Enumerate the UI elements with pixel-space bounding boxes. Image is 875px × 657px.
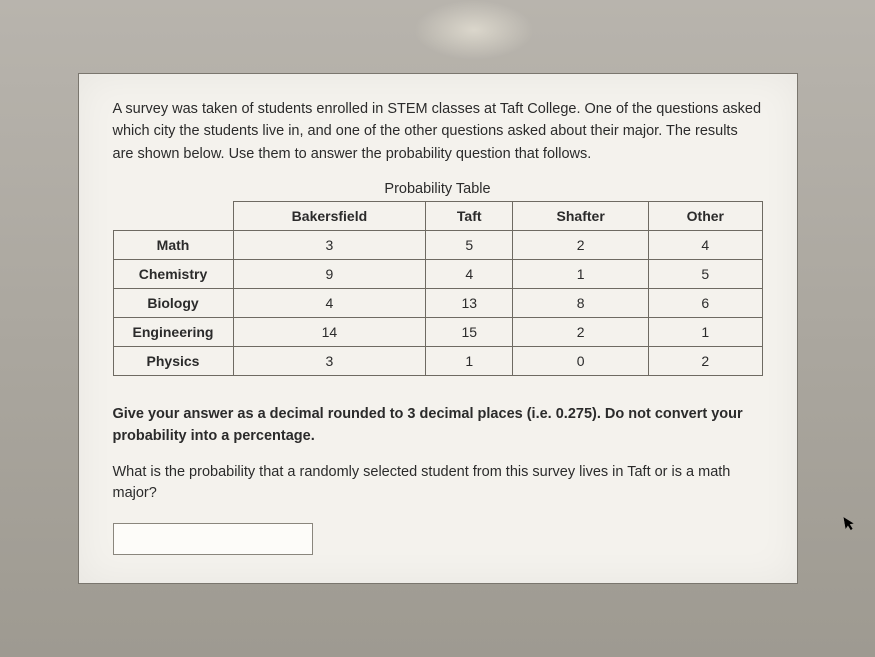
- instructions-bold: Give your answer as a decimal rounded to…: [113, 406, 743, 444]
- question-card: A survey was taken of students enrolled …: [78, 73, 798, 584]
- row-label: Math: [113, 231, 233, 260]
- table-cell: 8: [513, 289, 649, 318]
- table-cell: 9: [233, 260, 426, 289]
- table-caption: Probability Table: [113, 181, 763, 197]
- table-cell: 2: [513, 231, 649, 260]
- row-label: Engineering: [113, 318, 233, 347]
- table-cell: 0: [513, 347, 649, 376]
- col-header: Taft: [426, 202, 513, 231]
- table-cell: 3: [233, 347, 426, 376]
- table-cell: 14: [233, 318, 426, 347]
- cursor-icon: [843, 515, 858, 536]
- col-header: Bakersfield: [233, 202, 426, 231]
- table-cell: 15: [426, 318, 513, 347]
- table-row: Math 3 5 2 4: [113, 231, 762, 260]
- table-cell: 5: [649, 260, 762, 289]
- table-cell: 2: [649, 347, 762, 376]
- intro-text: A survey was taken of students enrolled …: [113, 98, 763, 165]
- table-row: Biology 4 13 8 6: [113, 289, 762, 318]
- table-cell: 1: [649, 318, 762, 347]
- table-cell: 3: [233, 231, 426, 260]
- table-row: Chemistry 9 4 1 5: [113, 260, 762, 289]
- question-text: What is the probability that a randomly …: [113, 462, 763, 506]
- col-header: Shafter: [513, 202, 649, 231]
- table-row: Physics 3 1 0 2: [113, 347, 762, 376]
- table-cell: 4: [426, 260, 513, 289]
- table-cell: 4: [233, 289, 426, 318]
- row-label: Physics: [113, 347, 233, 376]
- table-cell: 6: [649, 289, 762, 318]
- col-header: Other: [649, 202, 762, 231]
- row-label: Chemistry: [113, 260, 233, 289]
- table-cell: 13: [426, 289, 513, 318]
- table-corner-cell: [113, 202, 233, 231]
- table-header-row: Bakersfield Taft Shafter Other: [113, 202, 762, 231]
- table-row: Engineering 14 15 2 1: [113, 318, 762, 347]
- table-cell: 5: [426, 231, 513, 260]
- table-cell: 1: [513, 260, 649, 289]
- probability-table: Bakersfield Taft Shafter Other Math 3 5 …: [113, 201, 763, 376]
- instructions-text: Give your answer as a decimal rounded to…: [113, 404, 763, 448]
- row-label: Biology: [113, 289, 233, 318]
- table-cell: 2: [513, 318, 649, 347]
- table-cell: 4: [649, 231, 762, 260]
- answer-input[interactable]: [113, 523, 313, 555]
- table-cell: 1: [426, 347, 513, 376]
